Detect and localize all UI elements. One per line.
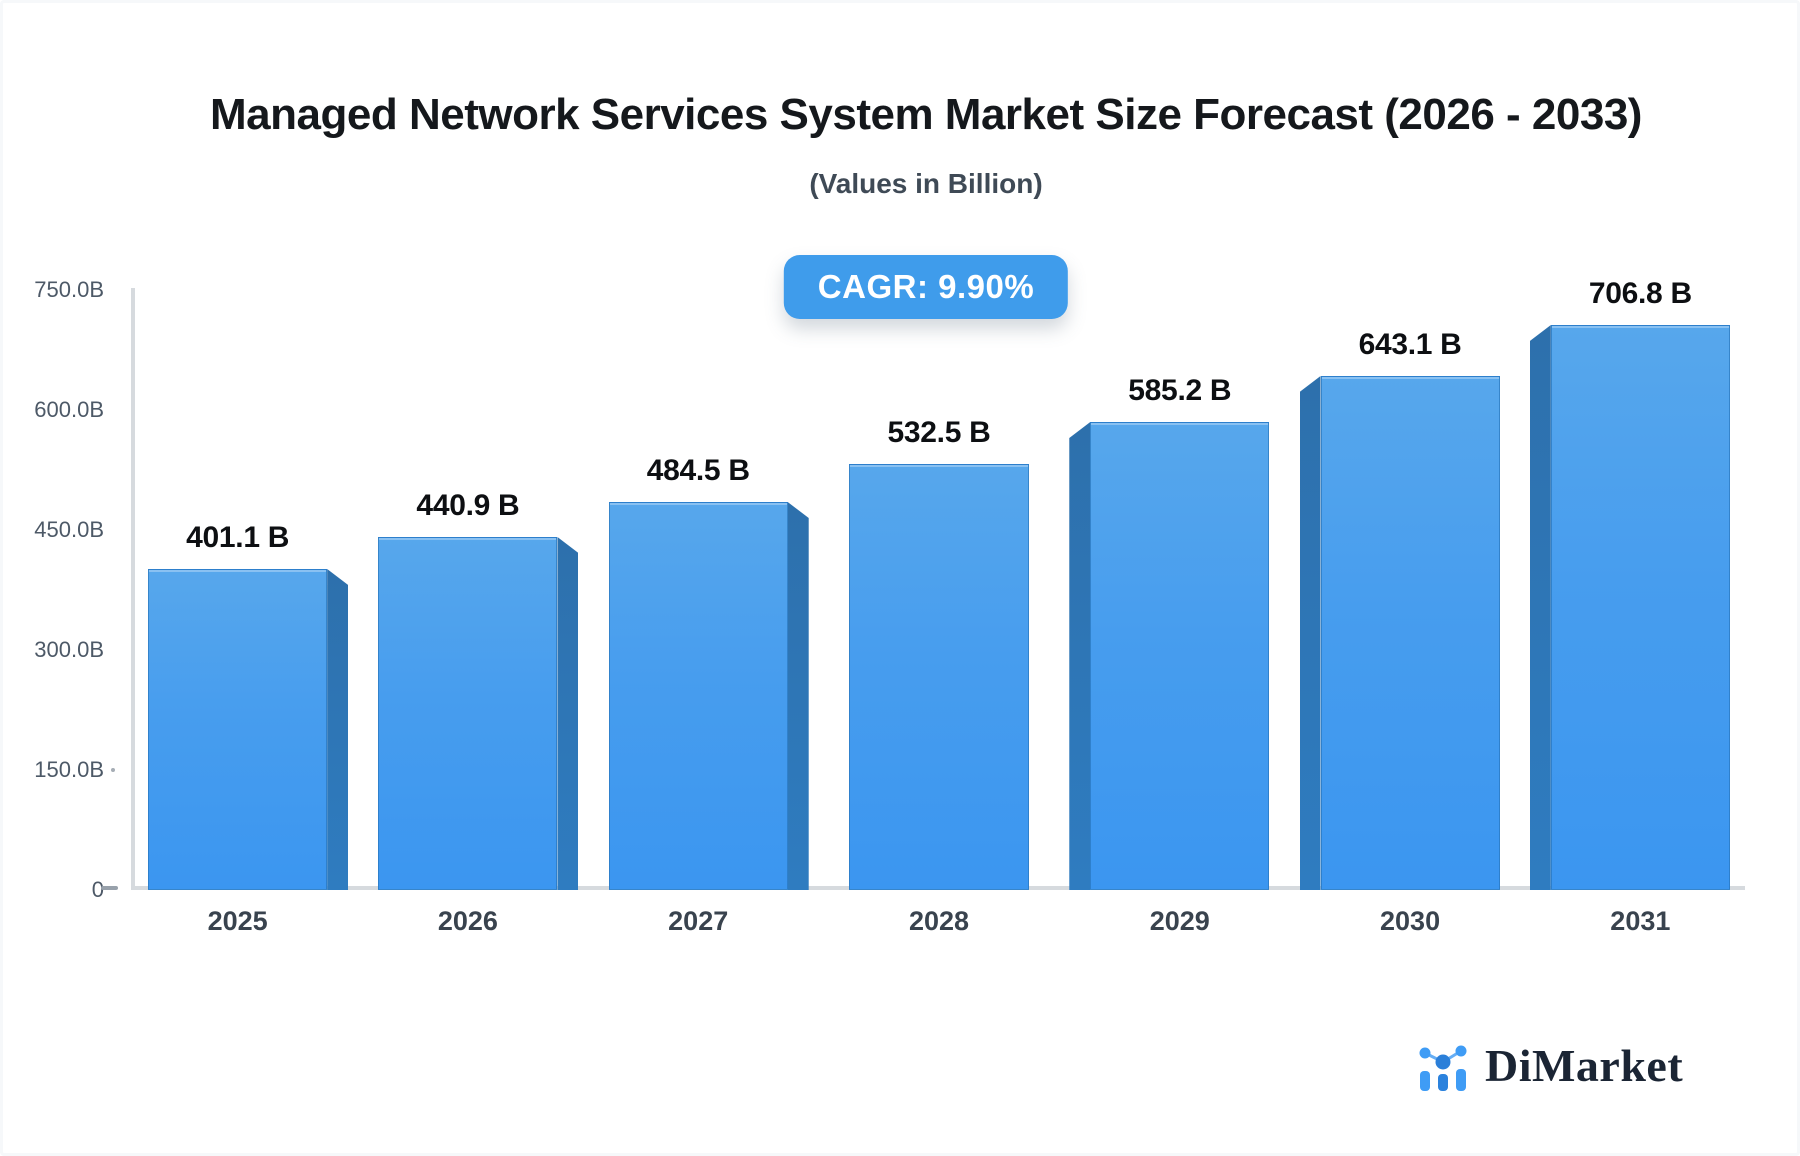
bar-front bbox=[148, 569, 328, 890]
x-axis-label: 2025 bbox=[207, 906, 268, 936]
y-tick-label: 150.0B bbox=[34, 757, 104, 782]
x-axis-label: 2028 bbox=[908, 906, 970, 936]
x-axis-label: 2026 bbox=[437, 906, 498, 936]
x-axis-label: 2029 bbox=[1149, 906, 1210, 936]
bar-value-label: 643.1 B bbox=[1358, 328, 1462, 361]
dimarket-logo: DiMarket bbox=[1417, 1038, 1683, 1092]
bar-value-label: 401.1 B bbox=[186, 521, 290, 554]
bar-side bbox=[1069, 422, 1091, 890]
bar-value-label: 532.5 B bbox=[887, 416, 991, 449]
bar-value-label: 440.9 B bbox=[416, 489, 520, 522]
x-axis-label: 2030 bbox=[1380, 906, 1441, 936]
cagr-badge: CAGR: 9.90% bbox=[783, 255, 1069, 319]
y-tick-label: 0 bbox=[91, 877, 104, 902]
y-tick-dash bbox=[101, 886, 118, 890]
y-axis-line bbox=[131, 288, 135, 890]
bar-value-label: 706.8 B bbox=[1588, 277, 1692, 310]
dimarket-logo-icon bbox=[1419, 1045, 1467, 1091]
bar-value-label: 484.5 B bbox=[646, 454, 750, 487]
bar-front bbox=[608, 502, 788, 890]
bar-front bbox=[1090, 422, 1270, 890]
x-axis-label: 2027 bbox=[668, 906, 729, 936]
y-tick-label: 600.0B bbox=[34, 397, 104, 422]
y-tick-label: 300.0B bbox=[34, 637, 104, 662]
y-tick-label: 450.0B bbox=[34, 517, 104, 542]
chart-subtitle: (Values in Billion) bbox=[809, 168, 1043, 199]
bar-value-label: 585.2 B bbox=[1128, 374, 1232, 407]
bar-side bbox=[327, 569, 349, 890]
x-axis-label: 2031 bbox=[1610, 906, 1671, 936]
y-tick-dot bbox=[111, 768, 115, 772]
dimarket-logo-text: DiMarket bbox=[1485, 1040, 1684, 1091]
bar-front bbox=[378, 537, 558, 890]
bar-side bbox=[787, 502, 809, 890]
bar-side bbox=[557, 537, 579, 890]
bar-front bbox=[849, 464, 1029, 890]
bar-side bbox=[1529, 325, 1551, 890]
bar-front bbox=[1550, 325, 1730, 890]
y-tick-label: 750.0B bbox=[34, 277, 104, 302]
bar-front bbox=[1320, 376, 1500, 890]
bar-side bbox=[1299, 376, 1321, 890]
chart-title: Managed Network Services System Market S… bbox=[210, 90, 1642, 139]
